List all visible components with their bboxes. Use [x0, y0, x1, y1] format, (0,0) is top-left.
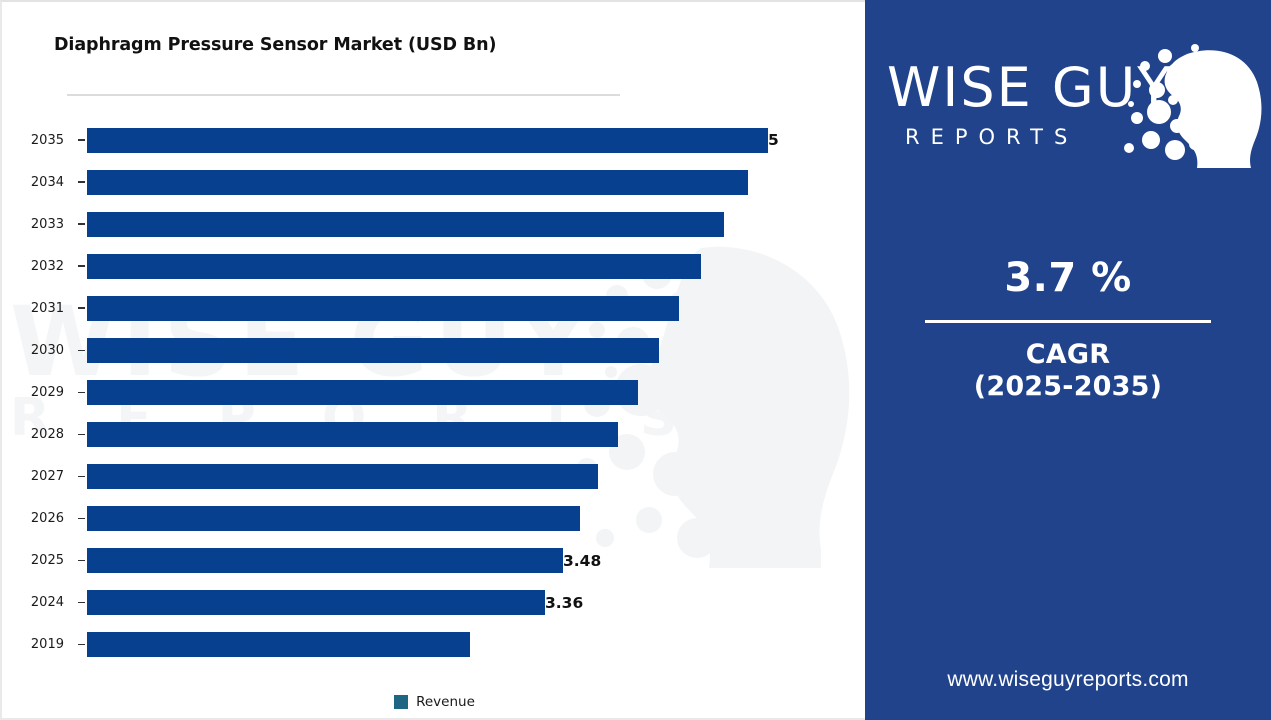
chart-bar-row: 2024 3.36 [2, 582, 865, 624]
legend-swatch-revenue [394, 695, 409, 709]
chart-bar-row: 2025 3.48 [2, 540, 865, 582]
chart-panel: WISE GUY R E P O R T S [0, 0, 865, 720]
cagr-block: 3.7 % CAGR (2025-2035) [865, 258, 1271, 403]
chart-bar[interactable] [87, 463, 598, 489]
chart-bar-row: 2034 [2, 161, 865, 203]
chart-bar-row: 2031 [2, 287, 865, 329]
y-axis-tick-mark [78, 517, 85, 520]
chart-bar-row: 2028 [2, 413, 865, 455]
website-url[interactable]: www.wiseguyreports.com [947, 668, 1189, 691]
y-axis-tick-mark [78, 559, 85, 562]
chart-legend: Revenue [2, 694, 865, 710]
y-axis-tick-label: 2030 [30, 342, 64, 358]
y-axis-tick-label: 2026 [30, 510, 64, 526]
brand-panel: WISE GUY REPORTS [865, 0, 1271, 720]
chart-bar[interactable] [87, 337, 659, 363]
chart-bar[interactable] [87, 253, 701, 279]
y-axis-tick-mark [78, 307, 85, 310]
chart-bar[interactable] [87, 127, 768, 153]
y-axis-tick-mark [78, 475, 85, 478]
legend-label-revenue: Revenue [416, 694, 475, 710]
chart-bar-row: 2033 [2, 203, 865, 245]
cagr-label: CAGR [1025, 339, 1111, 370]
y-axis-tick-label: 2019 [30, 637, 64, 653]
bar-value-label: 5 [768, 131, 779, 150]
logo-wordmark-secondary: REPORTS [905, 125, 1078, 149]
chart-bar[interactable] [87, 421, 618, 447]
chart-bar[interactable] [87, 632, 470, 658]
y-axis-tick-label: 2024 [30, 595, 64, 611]
y-axis-tick-mark [78, 643, 85, 646]
y-axis-tick-mark [78, 139, 85, 141]
chart-bar[interactable] [87, 590, 545, 616]
chart-bar[interactable] [87, 169, 748, 195]
y-axis-tick-mark [78, 601, 85, 604]
bar-value-label: 3.36 [545, 593, 584, 612]
chart-bar-row: 2027 [2, 455, 865, 497]
y-axis-tick-label: 2027 [30, 468, 64, 484]
chart-bar-row: 2030 [2, 329, 865, 371]
chart-bar-row: 2032 [2, 245, 865, 287]
y-axis-tick-label: 2035 [30, 132, 64, 148]
chart-bar[interactable] [87, 379, 638, 405]
chart-bar-row: 2019 [2, 624, 865, 666]
y-axis-tick-mark [78, 265, 85, 267]
page-title: Diaphragm Pressure Sensor Market (USD Bn… [54, 35, 497, 55]
cagr-divider [925, 320, 1211, 323]
logo-graphic: WISE GUY REPORTS [887, 44, 1262, 168]
bar-value-label: 3.48 [563, 551, 602, 570]
y-axis-tick-label: 2033 [30, 216, 64, 232]
chart-bar-row: 2026 [2, 497, 865, 539]
y-axis-tick-label: 2029 [30, 384, 64, 400]
y-axis-tick-label: 2028 [30, 426, 64, 442]
chart-bar-row: 2035 5 [2, 119, 865, 161]
y-axis-tick-mark [78, 181, 85, 183]
y-axis-tick-label: 2031 [30, 300, 64, 316]
y-axis-tick-mark [78, 223, 85, 225]
y-axis-tick-mark [78, 433, 85, 436]
logo-wordmark-primary: WISE GUY [887, 56, 1172, 119]
y-axis-tick-mark [78, 391, 85, 394]
y-axis-tick-label: 2032 [30, 258, 64, 274]
chart-bar[interactable] [87, 211, 724, 237]
chart-bar-row: 2029 [2, 371, 865, 413]
y-axis-tick-label: 2025 [30, 553, 64, 569]
bar-chart-plot-area: 2035 5 2034 2033 2032 2031 2030 2029 2028 2027 202… [2, 110, 865, 662]
title-divider [67, 94, 620, 96]
chart-bar[interactable] [87, 505, 580, 531]
y-axis-tick-mark [78, 349, 85, 352]
wiseguy-reports-logo: WISE GUY REPORTS [865, 40, 1271, 168]
cagr-period: (2025-2035) [973, 370, 1163, 402]
chart-bar[interactable] [87, 548, 563, 574]
logo-head-profile [1124, 44, 1262, 168]
cagr-value: 3.7 % [1004, 255, 1132, 301]
chart-bar[interactable] [87, 295, 679, 321]
y-axis-tick-label: 2034 [30, 174, 64, 190]
